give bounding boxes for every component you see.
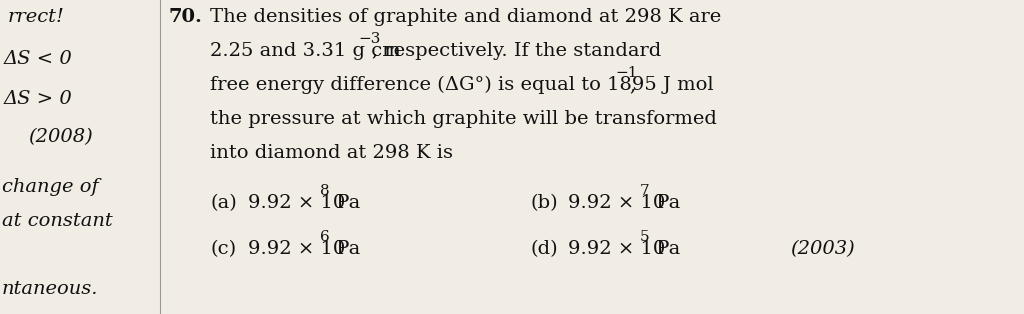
Text: 8: 8 bbox=[321, 184, 330, 198]
Text: Pa: Pa bbox=[650, 194, 681, 212]
Text: (d): (d) bbox=[530, 240, 558, 258]
Text: change of: change of bbox=[2, 178, 98, 196]
Text: Pa: Pa bbox=[650, 240, 681, 258]
Text: (2003): (2003) bbox=[790, 240, 855, 258]
Text: 9.92 × 10: 9.92 × 10 bbox=[248, 194, 345, 212]
Text: 6: 6 bbox=[321, 230, 330, 244]
Text: Pa: Pa bbox=[330, 240, 360, 258]
Text: (a): (a) bbox=[210, 194, 237, 212]
Text: into diamond at 298 K is: into diamond at 298 K is bbox=[210, 144, 453, 162]
Text: The densities of graphite and diamond at 298 K are: The densities of graphite and diamond at… bbox=[210, 8, 721, 26]
Text: ΔS < 0: ΔS < 0 bbox=[4, 50, 73, 68]
Text: 2.25 and 3.31 g cm: 2.25 and 3.31 g cm bbox=[210, 42, 400, 60]
Text: 9.92 × 10: 9.92 × 10 bbox=[568, 194, 666, 212]
Text: 7: 7 bbox=[640, 184, 650, 198]
Text: 70.: 70. bbox=[168, 8, 202, 26]
Text: 9.92 × 10: 9.92 × 10 bbox=[248, 240, 345, 258]
Text: (c): (c) bbox=[210, 240, 237, 258]
Text: rrect!: rrect! bbox=[8, 8, 65, 26]
Text: free energy difference (ΔG°) is equal to 1895 J mol: free energy difference (ΔG°) is equal to… bbox=[210, 76, 714, 94]
Text: the pressure at which graphite will be transformed: the pressure at which graphite will be t… bbox=[210, 110, 717, 128]
Text: −1: −1 bbox=[615, 66, 638, 80]
Text: 9.92 × 10: 9.92 × 10 bbox=[568, 240, 666, 258]
Text: Pa: Pa bbox=[330, 194, 360, 212]
Text: ntaneous.: ntaneous. bbox=[2, 280, 98, 298]
Text: (b): (b) bbox=[530, 194, 558, 212]
Text: 5: 5 bbox=[640, 230, 650, 244]
Text: (2008): (2008) bbox=[28, 128, 93, 146]
Text: ΔS > 0: ΔS > 0 bbox=[4, 90, 73, 108]
Text: at constant: at constant bbox=[2, 212, 113, 230]
Text: , respectively. If the standard: , respectively. If the standard bbox=[373, 42, 662, 60]
Text: ,: , bbox=[630, 76, 636, 94]
Text: −3: −3 bbox=[358, 32, 381, 46]
